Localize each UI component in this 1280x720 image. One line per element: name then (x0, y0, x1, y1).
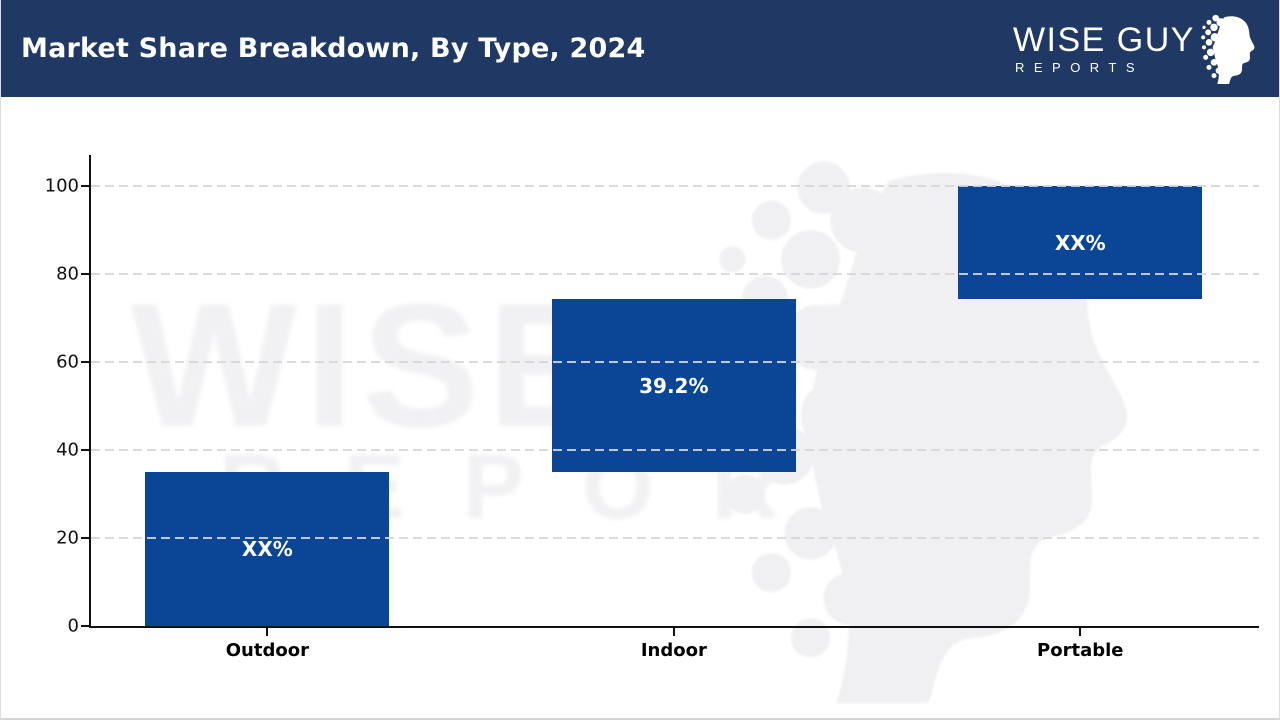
y-tick-label: 80 (56, 263, 79, 285)
header: Market Share Breakdown, By Type, 2024 WI… (1, 0, 1279, 97)
y-tick-mark (81, 272, 89, 275)
y-tick-label: 0 (67, 615, 79, 637)
y-tick-label: 100 (44, 175, 79, 197)
gridline (91, 272, 1259, 275)
chart-area: WISE GUY REPORTS 020406080100XX%Outdoor3… (1, 97, 1279, 718)
plot-region: 0 20 40 60 80 100 XX% Outdoor 39.2% Indoor XX% Port… (45, 155, 1259, 661)
x-tick-mark (1079, 628, 1082, 636)
page-title: Market Share Breakdown, By Type, 2024 (21, 33, 646, 64)
gridline (91, 536, 1259, 539)
bar-value-label: 39.2% (639, 373, 709, 398)
y-tick-mark (81, 448, 89, 451)
logo-subtext: REPORTS (1014, 60, 1145, 75)
y-tick-mark (81, 536, 89, 539)
y-tick-label: 40 (56, 439, 79, 461)
logo-wordmark: WISE GUY (1012, 21, 1195, 59)
bar-portable: XX% (958, 185, 1203, 300)
x-category-label: Outdoor (225, 640, 309, 661)
y-tick-mark (81, 625, 89, 627)
x-category-label: Indoor (640, 640, 707, 661)
bar-value-label: XX% (1054, 230, 1106, 255)
brand-logo: WISE GUY REPORTS (1013, 12, 1259, 86)
logo-head-icon (1201, 14, 1255, 84)
x-tick-mark (672, 628, 675, 636)
x-tick-mark (266, 628, 269, 636)
bar-outdoor: XX% (145, 471, 390, 626)
y-tick-label: 60 (56, 351, 79, 373)
gridline (91, 448, 1259, 451)
y-tick-label: 20 (56, 527, 79, 549)
gridline (91, 360, 1259, 363)
y-tick-mark (81, 360, 89, 363)
x-category-label: Portable (1037, 640, 1124, 661)
y-tick-mark (81, 184, 89, 187)
logo-text: WISE GUY REPORTS (1013, 23, 1195, 74)
gridline (91, 184, 1259, 187)
bar-value-label: XX% (241, 536, 293, 561)
bar-indoor: 39.2% (551, 299, 796, 472)
